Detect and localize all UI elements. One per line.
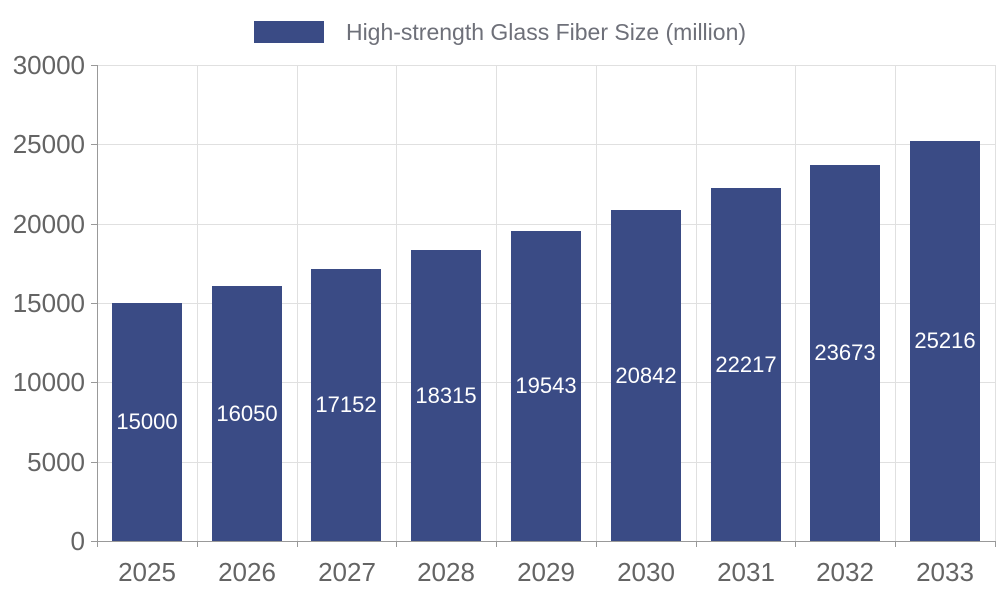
x-gridline bbox=[496, 65, 497, 541]
x-tick-label: 2029 bbox=[517, 557, 575, 587]
bar[interactable] bbox=[511, 231, 581, 541]
y-axis-tick bbox=[91, 382, 97, 383]
x-axis-tick bbox=[396, 541, 397, 547]
x-axis-tick bbox=[297, 541, 298, 547]
x-tick-label: 2028 bbox=[417, 557, 475, 587]
y-tick-label: 10000 bbox=[12, 367, 85, 397]
x-axis-tick bbox=[596, 541, 597, 547]
x-tick-label: 2026 bbox=[218, 557, 276, 587]
x-gridline bbox=[895, 65, 896, 541]
x-tick-label: 2032 bbox=[816, 557, 874, 587]
y-tick-label: 30000 bbox=[12, 50, 85, 80]
legend-item[interactable]: High-strength Glass Fiber Size (million) bbox=[0, 19, 1000, 45]
bar[interactable] bbox=[810, 165, 880, 541]
x-tick-label: 2030 bbox=[617, 557, 675, 587]
x-gridline bbox=[795, 65, 796, 541]
y-gridline bbox=[97, 224, 995, 225]
y-tick-label: 0 bbox=[70, 526, 85, 556]
x-axis-tick bbox=[795, 541, 796, 547]
x-gridline bbox=[297, 65, 298, 541]
x-axis-line bbox=[97, 541, 995, 542]
bar[interactable] bbox=[311, 269, 381, 541]
bar[interactable] bbox=[112, 303, 182, 541]
y-axis-tick bbox=[91, 224, 97, 225]
bar[interactable] bbox=[611, 210, 681, 541]
y-axis-tick bbox=[91, 303, 97, 304]
x-tick-label: 2031 bbox=[717, 557, 775, 587]
x-gridline bbox=[396, 65, 397, 541]
legend-label: High-strength Glass Fiber Size (million) bbox=[345, 19, 747, 45]
y-tick-label: 25000 bbox=[12, 129, 85, 159]
y-axis-tick bbox=[91, 541, 97, 542]
bar[interactable] bbox=[411, 250, 481, 541]
x-axis-tick bbox=[496, 541, 497, 547]
y-axis-tick bbox=[91, 144, 97, 145]
bar[interactable] bbox=[212, 286, 282, 541]
x-gridline bbox=[197, 65, 198, 541]
x-tick-label: 2033 bbox=[916, 557, 974, 587]
x-gridline bbox=[696, 65, 697, 541]
y-tick-label: 15000 bbox=[12, 288, 85, 318]
x-gridline bbox=[995, 65, 996, 541]
legend-swatch-icon bbox=[253, 21, 324, 43]
y-axis-tick bbox=[91, 462, 97, 463]
y-axis-line bbox=[97, 65, 98, 541]
y-axis-tick bbox=[91, 65, 97, 66]
y-tick-label: 20000 bbox=[12, 209, 85, 239]
bar[interactable] bbox=[910, 141, 980, 541]
x-axis-tick bbox=[895, 541, 896, 547]
bar[interactable] bbox=[711, 188, 781, 541]
x-tick-label: 2025 bbox=[118, 557, 176, 587]
y-gridline bbox=[97, 65, 995, 66]
x-axis-tick bbox=[97, 541, 98, 547]
x-axis-tick bbox=[696, 541, 697, 547]
x-axis-tick bbox=[995, 541, 996, 547]
y-tick-label: 5000 bbox=[27, 447, 85, 477]
y-gridline bbox=[97, 144, 995, 145]
x-gridline bbox=[596, 65, 597, 541]
x-axis-tick bbox=[197, 541, 198, 547]
x-tick-label: 2027 bbox=[318, 557, 376, 587]
